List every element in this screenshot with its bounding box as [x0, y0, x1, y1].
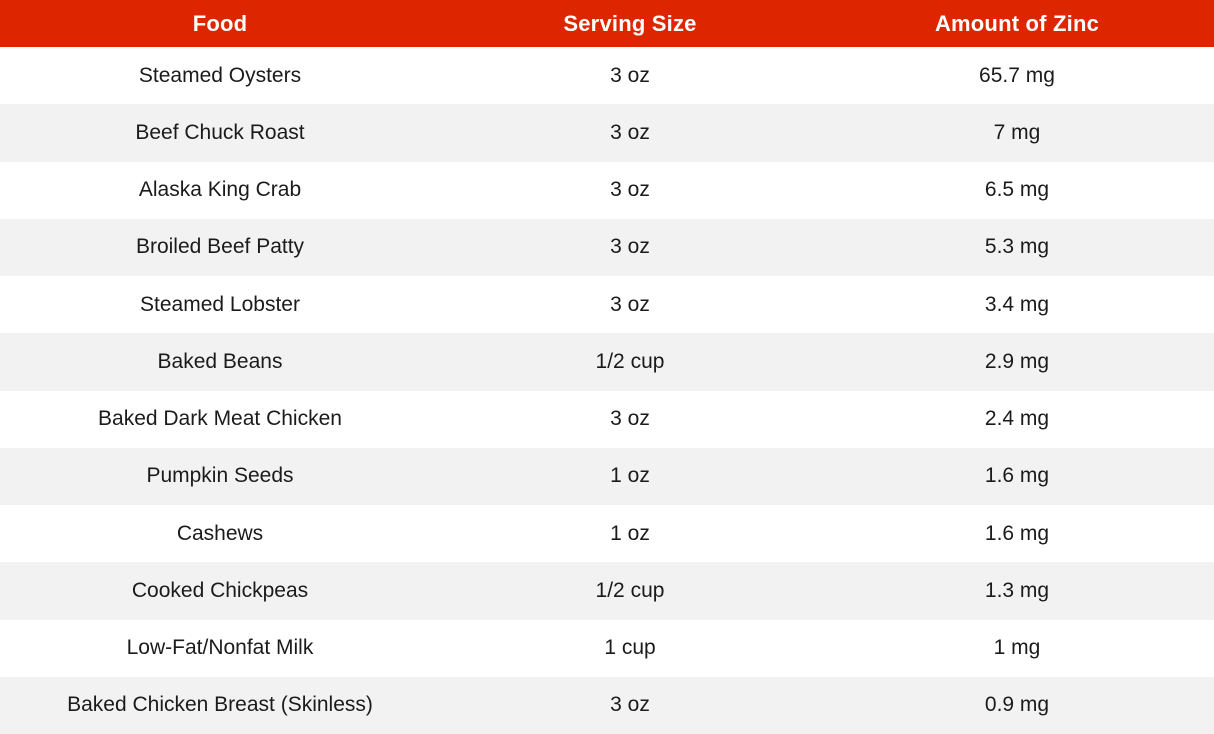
serving-size-cell: 3 oz: [610, 693, 650, 717]
serving-size-cell: 3 oz: [610, 235, 650, 259]
food-cell: Steamed Oysters: [138, 63, 302, 87]
food-cell: Alaska King Crab: [138, 178, 302, 202]
table-row: Broiled Beef Patty 3 oz 5.3 mg: [0, 218, 1214, 276]
table-row: Pumpkin Seeds 1 oz 1.6 mg: [0, 447, 1214, 505]
food-cell: Pumpkin Seeds: [146, 464, 294, 488]
serving-size-cell: 3 oz: [610, 120, 650, 144]
table-row: Low-Fat/Nonfat Milk 1 cup 1 mg: [0, 619, 1214, 677]
table-row: Cooked Chickpeas 1/2 cup 1.3 mg: [0, 562, 1214, 620]
zinc-amount-cell: 3.4 mg: [984, 292, 1050, 316]
table-header-row: Food Serving Size Amount of Zinc: [0, 0, 1214, 47]
table-row: Cashews 1 oz 1.6 mg: [0, 505, 1214, 563]
table-row: Alaska King Crab 3 oz 6.5 mg: [0, 161, 1214, 219]
zinc-amount-cell: 7 mg: [993, 120, 1041, 144]
food-cell: Steamed Lobster: [140, 292, 300, 316]
zinc-amount-cell: 5.3 mg: [984, 235, 1050, 259]
food-cell: Baked Dark Meat Chicken: [98, 407, 342, 431]
food-cell: Low-Fat/Nonfat Milk: [126, 636, 314, 660]
serving-size-cell: 1/2 cup: [595, 578, 665, 602]
serving-size-cell: 3 oz: [610, 407, 650, 431]
zinc-amount-cell: 1.6 mg: [984, 464, 1050, 488]
zinc-amount-cell: 65.7 mg: [979, 63, 1055, 87]
table-row: Beef Chuck Roast 3 oz 7 mg: [0, 104, 1214, 162]
column-header-serving-size: Serving Size: [563, 10, 697, 36]
food-cell: Cooked Chickpeas: [131, 578, 309, 602]
zinc-amount-cell: 2.9 mg: [984, 349, 1050, 373]
serving-size-cell: 1 cup: [604, 636, 656, 660]
food-cell: Baked Chicken Breast (Skinless): [67, 693, 373, 717]
serving-size-cell: 1/2 cup: [595, 349, 665, 373]
table-row: Baked Chicken Breast (Skinless) 3 oz 0.9…: [0, 676, 1214, 734]
zinc-amount-cell: 0.9 mg: [984, 693, 1050, 717]
serving-size-cell: 3 oz: [610, 292, 650, 316]
food-cell: Beef Chuck Roast: [135, 120, 305, 144]
table-row: Baked Beans 1/2 cup 2.9 mg: [0, 333, 1214, 391]
zinc-amount-cell: 1 mg: [993, 636, 1041, 660]
food-cell: Baked Beans: [157, 349, 283, 373]
serving-size-cell: 1 oz: [610, 464, 650, 488]
serving-size-cell: 3 oz: [610, 178, 650, 202]
serving-size-cell: 1 oz: [610, 521, 650, 545]
table-row: Baked Dark Meat Chicken 3 oz 2.4 mg: [0, 390, 1214, 448]
zinc-amount-cell: 1.6 mg: [984, 521, 1050, 545]
zinc-amount-cell: 6.5 mg: [984, 178, 1050, 202]
zinc-amount-cell: 1.3 mg: [984, 578, 1050, 602]
column-header-food: Food: [192, 10, 248, 36]
column-header-amount-of-zinc: Amount of Zinc: [934, 10, 1100, 36]
table-row: Steamed Lobster 3 oz 3.4 mg: [0, 276, 1214, 334]
food-cell: Broiled Beef Patty: [135, 235, 305, 259]
serving-size-cell: 3 oz: [610, 63, 650, 87]
zinc-amount-cell: 2.4 mg: [984, 407, 1050, 431]
food-cell: Cashews: [176, 521, 264, 545]
table-row: Steamed Oysters 3 oz 65.7 mg: [0, 47, 1214, 105]
